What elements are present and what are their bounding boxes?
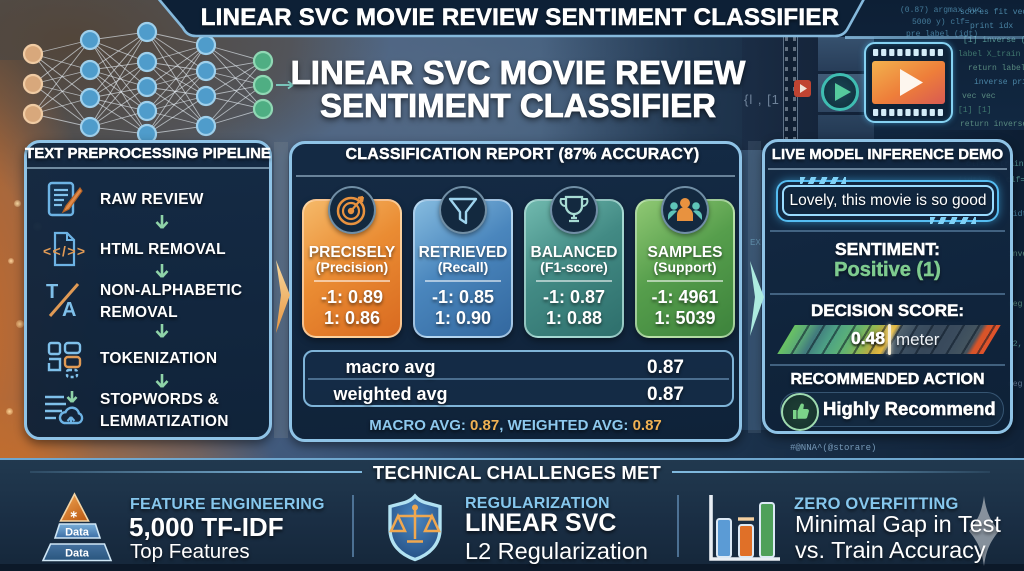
- svg-text:T: T: [46, 281, 58, 303]
- svg-text:Data: Data: [65, 527, 90, 539]
- svg-text:<</>>: <</>>: [43, 243, 85, 259]
- svg-text:Data: Data: [65, 548, 90, 560]
- svg-text:A: A: [62, 299, 76, 321]
- svg-text:⁎: ⁎: [71, 505, 78, 520]
